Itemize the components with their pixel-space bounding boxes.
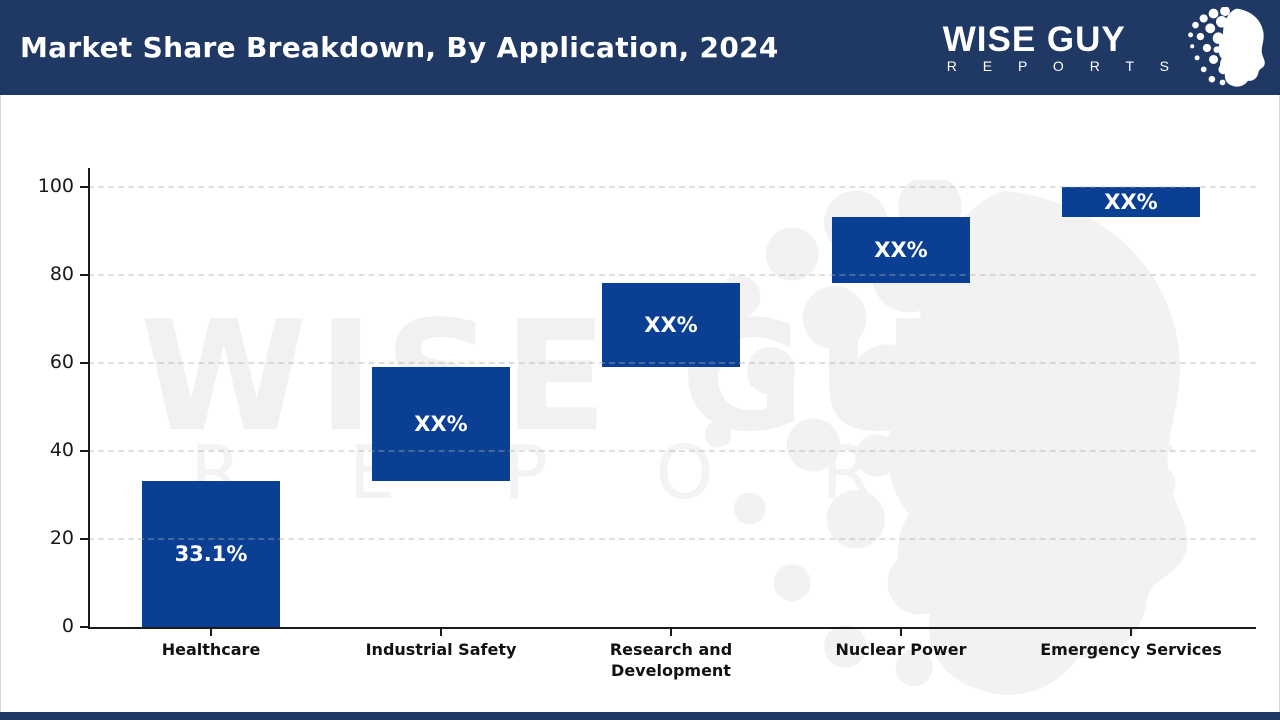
y-axis-line bbox=[88, 168, 90, 629]
x-tick-emergency-services bbox=[1130, 628, 1132, 636]
footer-bar bbox=[0, 712, 1280, 720]
bar-healthcare: 33.1% bbox=[142, 481, 280, 627]
bar-value-label-research-and-development: XX% bbox=[644, 312, 698, 337]
watermark-dotted-head-icon bbox=[691, 180, 1188, 696]
x-tick-nuclear-power bbox=[900, 628, 902, 636]
y-tick-40 bbox=[80, 450, 88, 452]
y-tick-60 bbox=[80, 362, 88, 364]
y-tick-label-40: 40 bbox=[49, 439, 74, 461]
bar-value-label-nuclear-power: XX% bbox=[874, 237, 928, 262]
dotted-head-logo-icon bbox=[1188, 7, 1265, 87]
y-tick-label-60: 60 bbox=[49, 351, 74, 373]
x-label-nuclear-power: Nuclear Power bbox=[835, 640, 967, 659]
bar-value-label-emergency-services: XX% bbox=[1104, 189, 1158, 214]
page-title: Market Share Breakdown, By Application, … bbox=[20, 31, 779, 64]
bar-emergency-services: XX% bbox=[1062, 187, 1200, 217]
gridline-100 bbox=[88, 186, 1256, 188]
bar-nuclear-power: XX% bbox=[832, 216, 970, 283]
brand-name: WISE GUY bbox=[942, 19, 1126, 59]
x-label-industrial-safety: Industrial Safety bbox=[365, 640, 517, 659]
y-tick-label-20: 20 bbox=[49, 527, 74, 549]
gridline-40 bbox=[88, 450, 1256, 452]
y-tick-20 bbox=[80, 538, 88, 540]
gridline-80 bbox=[88, 274, 1256, 276]
bar-industrial-safety: XX% bbox=[372, 366, 510, 482]
x-label-emergency-services: Emergency Services bbox=[1040, 640, 1222, 659]
y-tick-100 bbox=[80, 186, 88, 188]
y-tick-label-80: 80 bbox=[49, 263, 74, 285]
bar-research-and-development: XX% bbox=[602, 282, 740, 367]
y-tick-label-100: 100 bbox=[37, 175, 74, 197]
x-label-research-and-development: Research and Development bbox=[609, 640, 733, 680]
brand-logo: WISE GUY R E P O R T S bbox=[943, 6, 1266, 90]
x-tick-healthcare bbox=[210, 628, 212, 636]
gridline-60 bbox=[88, 362, 1256, 364]
brand-logo-text: WISE GUY R E P O R T S bbox=[942, 19, 1180, 75]
bar-value-label-industrial-safety: XX% bbox=[414, 411, 468, 436]
brand-subtitle: R E P O R T S bbox=[946, 58, 1180, 75]
bar-value-label-healthcare: 33.1% bbox=[174, 542, 248, 567]
x-tick-industrial-safety bbox=[440, 628, 442, 636]
x-label-healthcare: Healthcare bbox=[161, 640, 261, 659]
x-tick-research-and-development bbox=[670, 628, 672, 636]
x-axis-line bbox=[88, 627, 1256, 629]
gridline-20 bbox=[88, 538, 1256, 540]
y-tick-0 bbox=[80, 626, 88, 628]
y-tick-label-0: 0 bbox=[61, 615, 74, 637]
y-tick-80 bbox=[80, 274, 88, 276]
header-bar: Market Share Breakdown, By Application, … bbox=[0, 0, 1280, 95]
